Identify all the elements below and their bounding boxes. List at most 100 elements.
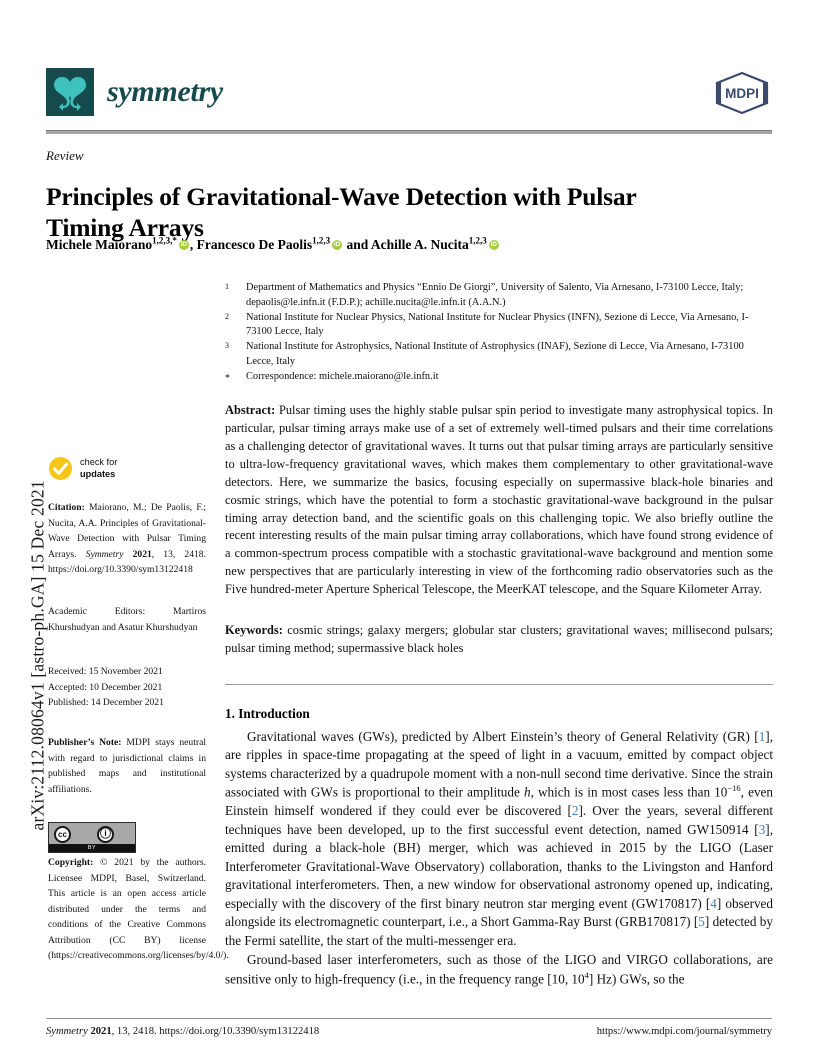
masthead-divider — [46, 130, 772, 134]
keywords-section: Keywords: cosmic strings; galaxy mergers… — [225, 622, 773, 658]
introduction-body: Gravitational waves (GWs), predicted by … — [225, 728, 773, 989]
document-type-label: Review — [46, 148, 84, 163]
citation-text-after: , 13, 2418. https://doi.org/10.3390/sym1… — [48, 548, 206, 576]
affiliation-marker: 1 — [225, 282, 229, 291]
affiliation-item: 2 National Institute for Nuclear Physics… — [225, 311, 773, 341]
check-circle-icon — [49, 457, 72, 480]
masthead: symmetry MDPI — [46, 62, 772, 128]
page-footer: Symmetry 2021, 13, 2418. https://doi.org… — [46, 1026, 772, 1037]
cc-icon: cc — [54, 826, 71, 843]
correspondence-text: Correspondence: michele.maiorano@le.infn… — [246, 370, 439, 382]
orcid-icon[interactable] — [178, 239, 189, 250]
footer-journal: Symmetry — [46, 1026, 88, 1037]
affiliation-marker: 2 — [225, 311, 229, 321]
citation-link[interactable]: 2 — [571, 803, 579, 819]
citation-label: Citation: — [48, 502, 85, 513]
orcid-icon[interactable] — [332, 239, 343, 250]
affiliation-item-correspondence: * Correspondence: michele.maiorano@le.in… — [225, 370, 773, 386]
abstract-text: Pulsar timing uses the highly stable pul… — [225, 403, 773, 597]
citation-link[interactable]: 1 — [758, 729, 766, 744]
paragraph-text: ], are ripples in space-time propagating… — [225, 729, 773, 800]
svg-text:MDPI: MDPI — [725, 86, 759, 101]
affiliation-text: National Institute for Astrophysics, Nat… — [246, 341, 744, 367]
author-affiliation-marks: 1,2,3 — [468, 235, 487, 245]
check-for-updates-badge[interactable]: check for updates — [48, 456, 117, 481]
exponent: −16 — [727, 783, 741, 794]
citation-link[interactable]: 4 — [710, 895, 717, 911]
footer-citation-rest: , 13, 2418. https://doi.org/10.3390/sym1… — [111, 1026, 320, 1037]
citation-text-before: Maiorano, M.; De Paolis, F.; Nucita, A.A… — [48, 502, 206, 560]
paragraph: Gravitational waves (GWs), predicted by … — [225, 728, 773, 950]
footer-divider — [46, 1018, 772, 1019]
footer-left: Symmetry 2021, 13, 2418. https://doi.org… — [46, 1026, 319, 1037]
author-list: Michele Maiorano1,2,3,*, Francesco De Pa… — [46, 235, 766, 253]
affiliation-marker: 3 — [225, 341, 229, 351]
citation-year: 2021 — [132, 548, 152, 560]
copyright-block: Copyright: © 2021 by the authors. Licens… — [48, 855, 229, 964]
check-updates-line1: check for — [80, 457, 118, 467]
publishers-note-label: Publisher’s Note: — [48, 737, 122, 748]
creative-commons-badge-icon[interactable]: cc ⓘ BY — [48, 822, 136, 853]
exponent: 4 — [584, 969, 589, 980]
dates-block: Received: 15 November 2021 Accepted: 10 … — [48, 664, 206, 711]
journal-logo: symmetry — [46, 68, 223, 116]
math-variable: h — [523, 784, 531, 800]
paragraph-text: Ground-based laser interferometers, such… — [225, 952, 773, 987]
received-date: Received: 15 November 2021 — [48, 666, 163, 677]
copyright-text: © 2021 by the authors. Licensee MDPI, Ba… — [48, 857, 229, 962]
publishers-note-text: MDPI stays neutral with regard to jurisd… — [48, 737, 206, 795]
paragraph-text: ] observed alongside its electromagnetic… — [225, 895, 773, 930]
keywords-label: Keywords: — [225, 623, 283, 637]
body-divider — [225, 684, 773, 685]
author-affiliation-marks: 1,2,3,* — [152, 235, 177, 245]
affiliation-marker: * — [225, 372, 230, 384]
author-separator: and — [343, 236, 371, 252]
author-entry: Michele Maiorano1,2,3,*, — [46, 235, 197, 252]
citation-block: Citation: Maiorano, M.; De Paolis, F.; N… — [48, 500, 206, 578]
check-updates-line2: updates — [80, 468, 116, 479]
author-name: Achille A. Nucita — [370, 236, 469, 252]
author-name: Michele Maiorano — [46, 236, 153, 252]
paragraph-text: , even Einstein himself wondered if they… — [225, 784, 773, 819]
citation-link[interactable]: 3 — [758, 821, 766, 837]
paragraph-text: , which is in most cases less than 10 — [530, 784, 728, 800]
affiliation-list: 1 Department of Mathematics and Physics … — [225, 281, 773, 386]
paragraph-text: ] Hz) GWs, so the — [588, 971, 685, 987]
citation-journal: Symmetry — [85, 548, 124, 560]
author-name: Francesco De Paolis — [196, 236, 313, 252]
page-title: Principles of Gravitational-Wave Detecti… — [46, 182, 637, 243]
keywords-text: cosmic strings; galaxy mergers; globular… — [225, 623, 773, 655]
author-entry: Francesco De Paolis1,2,3 and — [196, 235, 371, 252]
footer-year: 2021 — [90, 1026, 112, 1037]
symmetry-mark-icon — [46, 68, 94, 116]
check-updates-text: check for updates — [80, 457, 117, 480]
paragraph-text: Gravitational waves (GWs), predicted by … — [247, 729, 759, 744]
affiliation-item: 1 Department of Mathematics and Physics … — [225, 281, 773, 311]
mdpi-logo-icon: MDPI — [712, 70, 772, 116]
paragraph-text: ]. Over the years, several different tec… — [225, 803, 774, 837]
affiliation-text: National Institute for Nuclear Physics, … — [246, 311, 749, 338]
orcid-icon[interactable] — [488, 239, 499, 250]
affiliation-item: 3 National Institute for Astrophysics, N… — [225, 340, 773, 370]
footer-right-url[interactable]: https://www.mdpi.com/journal/symmetry — [596, 1026, 772, 1037]
copyright-label: Copyright: — [48, 857, 94, 868]
academic-editors-block: Academic Editors: Martiros Khurshudyan a… — [48, 606, 206, 633]
author-affiliation-marks: 1,2,3 — [312, 235, 331, 245]
arxiv-stamp: arXiv:2112.08064v1 [astro-ph.GA] 15 Dec … — [27, 480, 48, 831]
citation-link[interactable]: 5 — [698, 914, 705, 930]
abstract-label: Abstract: — [225, 403, 276, 417]
cc-badge-bar — [49, 844, 135, 852]
paragraph: Ground-based laser interferometers, such… — [225, 951, 773, 988]
cc-by-label: BY — [87, 845, 97, 851]
section-heading-introduction: 1. Introduction — [225, 706, 310, 721]
paragraph-text: ] detected by the Fermi satellite, the s… — [225, 914, 773, 948]
journal-name: symmetry — [107, 75, 223, 108]
published-date: Published: 14 December 2021 — [48, 697, 164, 709]
paragraph-text: ], emitted during a black-hole (BH) merg… — [225, 821, 773, 911]
author-entry: Achille A. Nucita1,2,3 — [370, 235, 500, 252]
abstract-section: Abstract: Pulsar timing uses the highly … — [225, 402, 773, 599]
affiliation-text: Department of Mathematics and Physics “E… — [246, 282, 744, 308]
accepted-date: Accepted: 10 December 2021 — [48, 681, 163, 693]
author-separator: , — [189, 236, 197, 252]
